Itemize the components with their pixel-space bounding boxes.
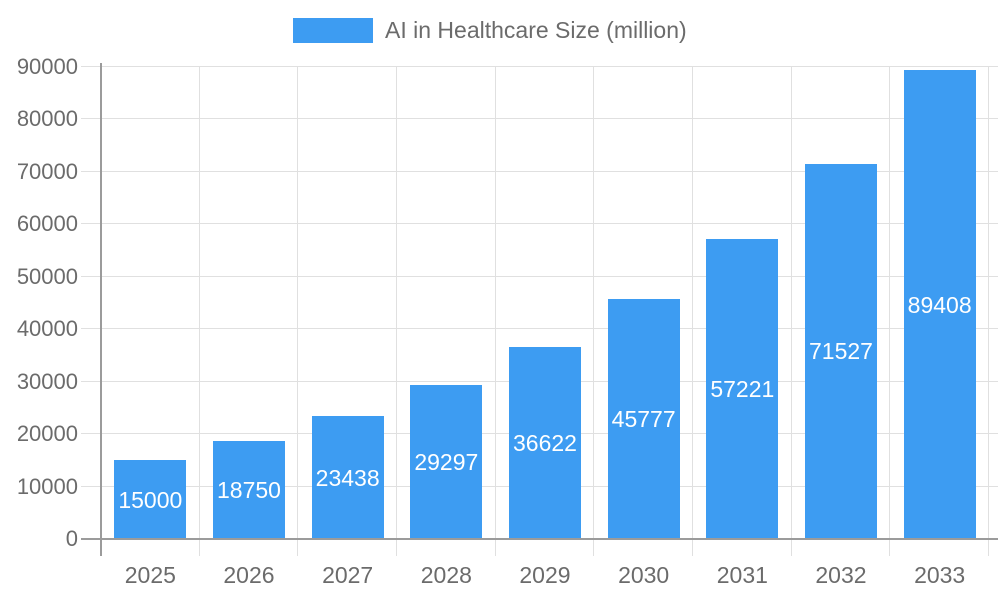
- x-axis-label: 2026: [223, 562, 275, 588]
- y-axis-tick-label: 40000: [16, 316, 78, 342]
- x-axis-label: 2033: [914, 562, 966, 588]
- gridline-vertical: [790, 67, 792, 556]
- bar[interactable]: [213, 440, 285, 539]
- gridline-horizontal: [81, 118, 998, 120]
- bar[interactable]: [805, 163, 877, 539]
- bar[interactable]: [509, 346, 581, 539]
- x-axis-label: 2030: [618, 562, 670, 588]
- y-axis-line: [100, 63, 102, 556]
- gridline-vertical: [692, 67, 693, 556]
- y-axis-tick-label: 90000: [16, 54, 78, 79]
- x-axis-label: 2025: [124, 562, 176, 588]
- bar[interactable]: [410, 385, 483, 539]
- bar-value-label: 23438: [315, 464, 380, 491]
- gridline-vertical: [396, 67, 397, 556]
- bar-value-label: 29297: [414, 449, 479, 476]
- x-axis-label: 2027: [322, 562, 374, 588]
- legend-swatch-icon: [293, 18, 373, 43]
- gridline-horizontal: [81, 170, 998, 172]
- x-axis-label: 2031: [716, 562, 768, 588]
- bar-value-label: 89408: [907, 291, 972, 318]
- bar[interactable]: [607, 298, 680, 539]
- legend-label: AI in Healthcare Size (million): [385, 17, 687, 43]
- legend[interactable]: AI in Healthcare Size (million): [293, 16, 687, 45]
- plot-area: 0 10000 20000 30000 40000 50000 60000 70000 8000…: [17, 54, 998, 588]
- bar[interactable]: [903, 70, 976, 539]
- gridline-vertical: [198, 67, 200, 556]
- bar-value-label: 57221: [710, 375, 775, 402]
- gridline-horizontal: [81, 328, 998, 330]
- gridline-vertical: [297, 67, 299, 556]
- gridline-horizontal: [81, 223, 998, 225]
- gridline-horizontal: [81, 66, 998, 67]
- bar-value-label: 45777: [611, 405, 676, 432]
- y-axis-tick-label: 60000: [16, 211, 78, 237]
- bar-value-label: 18750: [217, 476, 281, 503]
- gridline-vertical: [988, 67, 989, 556]
- y-axis-tick-label: 30000: [16, 368, 78, 394]
- x-axis-label: 2028: [420, 562, 472, 588]
- x-axis-label: 2029: [519, 562, 571, 588]
- gridline-horizontal: [81, 275, 998, 277]
- bar-value-label: 71527: [809, 338, 873, 365]
- y-axis-tick-label: 10000: [16, 473, 78, 499]
- x-axis-label: 2032: [815, 562, 867, 588]
- gridline-vertical: [889, 67, 891, 556]
- gridline-vertical: [593, 67, 595, 556]
- y-axis-tick-label: 70000: [16, 158, 78, 184]
- y-axis-tick-label: 50000: [16, 263, 78, 289]
- bar[interactable]: [114, 460, 187, 539]
- bar-value-label: 15000: [118, 486, 183, 513]
- bar-value-label: 36622: [513, 429, 577, 456]
- y-axis-tick-label: 80000: [16, 106, 78, 132]
- bar[interactable]: [311, 416, 384, 539]
- y-axis-tick-label: 20000: [16, 421, 78, 447]
- x-axis-line: [81, 538, 998, 540]
- gridline-vertical: [494, 67, 496, 556]
- y-axis-tick-label: 0: [65, 526, 78, 551]
- bar[interactable]: [706, 238, 779, 539]
